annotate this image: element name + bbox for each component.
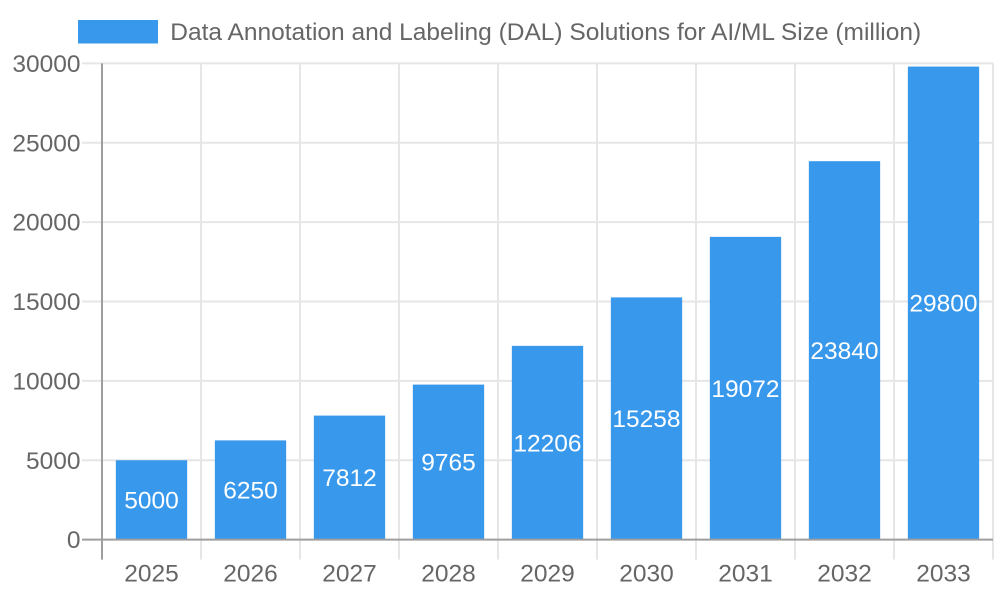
- svg-text:7812: 7812: [322, 465, 377, 492]
- svg-text:25000: 25000: [12, 130, 80, 157]
- svg-text:9765: 9765: [421, 450, 476, 477]
- svg-text:0: 0: [67, 527, 81, 554]
- svg-text:5000: 5000: [26, 448, 81, 475]
- svg-text:2033: 2033: [916, 560, 971, 587]
- svg-text:2031: 2031: [718, 560, 773, 587]
- svg-text:Data Annotation and Labeling (: Data Annotation and Labeling (DAL) Solut…: [170, 19, 921, 46]
- svg-text:15258: 15258: [612, 406, 680, 433]
- svg-text:2030: 2030: [619, 560, 674, 587]
- svg-text:19072: 19072: [711, 376, 779, 403]
- svg-text:30000: 30000: [12, 51, 80, 78]
- svg-text:23840: 23840: [810, 338, 878, 365]
- svg-text:2028: 2028: [421, 560, 476, 587]
- svg-text:12206: 12206: [513, 430, 581, 457]
- svg-text:10000: 10000: [12, 369, 80, 396]
- svg-text:2027: 2027: [322, 560, 377, 587]
- svg-text:15000: 15000: [12, 289, 80, 316]
- svg-text:29800: 29800: [909, 291, 977, 318]
- svg-text:2026: 2026: [223, 560, 278, 587]
- svg-text:2032: 2032: [817, 560, 872, 587]
- svg-text:20000: 20000: [12, 210, 80, 237]
- svg-text:5000: 5000: [124, 488, 179, 515]
- svg-text:6250: 6250: [223, 478, 278, 505]
- svg-text:2025: 2025: [124, 560, 179, 587]
- svg-text:2029: 2029: [520, 560, 575, 587]
